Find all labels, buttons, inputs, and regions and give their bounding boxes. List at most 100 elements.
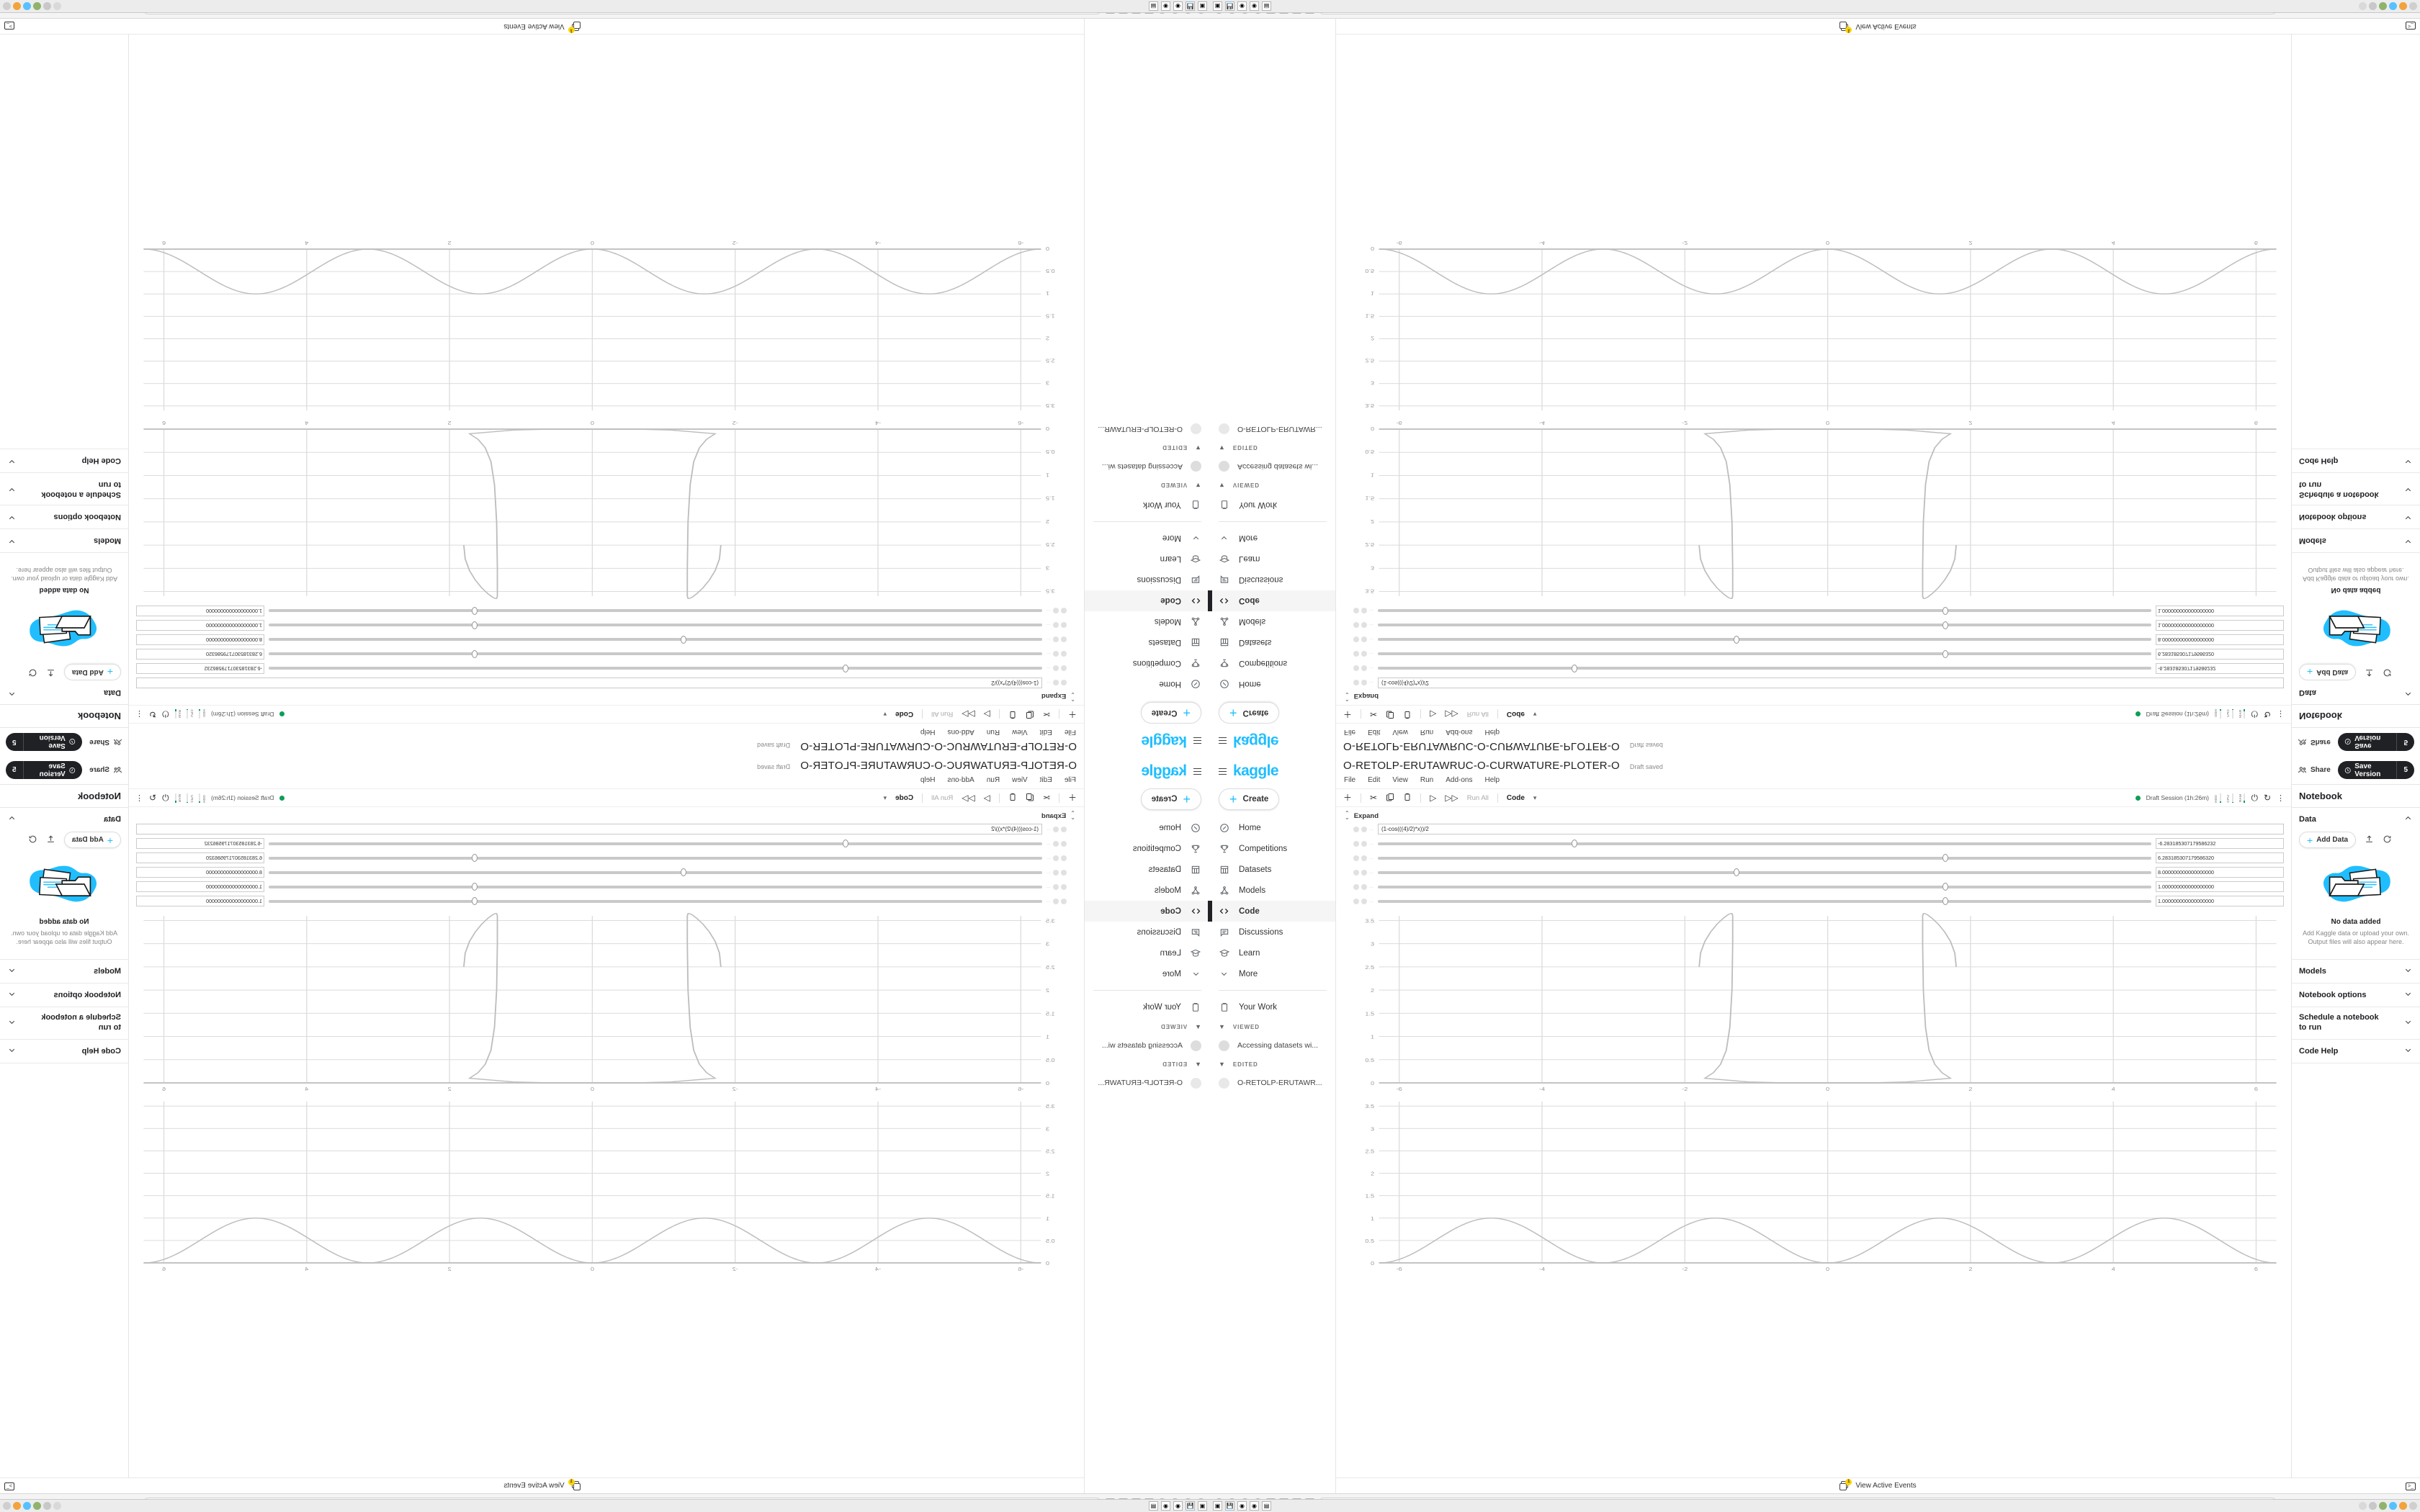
menu-file[interactable]: File bbox=[1064, 728, 1076, 736]
sidebar-item-models[interactable]: Models bbox=[1085, 611, 1210, 632]
sidebar-item-home[interactable]: Home bbox=[1085, 817, 1210, 838]
slider-handle[interactable] bbox=[1571, 664, 1577, 672]
share-button[interactable]: Share bbox=[89, 765, 122, 775]
chevron-down-icon[interactable] bbox=[2403, 535, 2413, 546]
plus-icon[interactable]: ＋ bbox=[1343, 793, 1353, 803]
save-version-button[interactable]: Save Version 5 bbox=[2337, 761, 2414, 779]
widget-row-slider[interactable]: ... 6.283185307179586320 bbox=[1343, 851, 2284, 865]
widget-row-slider[interactable]: ... 1.000000000000000000 bbox=[1343, 603, 2284, 618]
data-section[interactable]: Data + Add Data bbox=[0, 808, 128, 960]
notebook-cell-output[interactable]: ... (1-cos(((4)/2)*x))/2 ... bbox=[1336, 822, 2291, 1493]
sidebar-recent-item[interactable]: O-RETOLP-ERUTAWR... bbox=[1210, 1074, 1335, 1092]
fast-forward-icon[interactable]: ▷▷ bbox=[962, 709, 975, 719]
menu-edit[interactable]: Edit bbox=[1039, 728, 1052, 736]
menu-run[interactable]: Run bbox=[1420, 728, 1434, 736]
left-sidebar[interactable]: kaggle + Create bbox=[1210, 19, 1336, 756]
sidebar-item-code[interactable]: Code bbox=[1210, 590, 1335, 611]
taskbar-item-window[interactable]: ▣ bbox=[1198, 1501, 1207, 1511]
sidebar-item-code[interactable]: Code bbox=[1210, 901, 1335, 922]
clipboard-paste-icon[interactable] bbox=[1008, 793, 1017, 803]
sidebar-item-more[interactable]: More bbox=[1085, 963, 1210, 984]
widget-row-slider[interactable]: ... 8.000000000000000000 bbox=[136, 865, 1077, 880]
sidebar-item-code[interactable]: Code bbox=[1085, 590, 1210, 611]
tray-icon[interactable] bbox=[2389, 1502, 2397, 1510]
menu-add-ons[interactable]: Add-ons bbox=[947, 728, 974, 736]
sidebar-recent-item[interactable]: Accessing datasets wi... bbox=[1085, 1036, 1210, 1055]
fast-forward-icon[interactable]: ▷▷ bbox=[1445, 793, 1458, 803]
sidebar-item-your-work[interactable]: Your Work bbox=[1085, 495, 1210, 516]
save-version-button[interactable]: Save Version 5 bbox=[2337, 733, 2414, 751]
sidebar-item-models[interactable]: Models bbox=[1210, 880, 1335, 901]
clipboard-paste-icon[interactable] bbox=[1008, 709, 1017, 719]
section-notebook-options[interactable]: Notebook options bbox=[2292, 984, 2420, 1008]
kaggle-logo[interactable]: kaggle bbox=[1233, 762, 1279, 779]
os-taskbar[interactable]: ▣ 💾 ◉ ◉ ▤ bbox=[1210, 1499, 2420, 1512]
taskbar-item-save[interactable]: 💾 bbox=[1186, 1, 1195, 11]
active-events-label[interactable]: View Active Events bbox=[503, 1482, 565, 1490]
slider-handle[interactable] bbox=[471, 854, 478, 863]
widget-row-slider[interactable]: ... 1.000000000000000000 bbox=[136, 618, 1077, 632]
section-schedule-notebook[interactable]: Schedule a notebook to run bbox=[0, 1007, 128, 1040]
sidebar-item-more[interactable]: More bbox=[1085, 528, 1210, 549]
cell-type-select[interactable]: Code bbox=[1506, 793, 1525, 802]
notebook-cell-output[interactable]: ... (1-cos(((4)/2)*x))/2 ... bbox=[1336, 19, 2291, 690]
restart-icon[interactable]: ↻ bbox=[149, 709, 157, 719]
taskbar-item-terminal[interactable]: ▤ bbox=[1262, 1501, 1271, 1511]
menu-view[interactable]: View bbox=[1012, 776, 1028, 784]
slider-handle[interactable] bbox=[1942, 883, 1949, 891]
widget-row-slider[interactable]: ... 8.000000000000000000 bbox=[1343, 865, 2284, 880]
widget-row-slider[interactable]: ... 6.283185307179586320 bbox=[136, 851, 1077, 865]
create-button[interactable]: + Create bbox=[1140, 788, 1201, 810]
chevron-up-icon[interactable] bbox=[2403, 687, 2413, 698]
sidebar-group-viewed[interactable]: ▼ VIEWED bbox=[1085, 476, 1210, 495]
refresh-icon[interactable] bbox=[2383, 667, 2392, 678]
clipboard-paste-icon[interactable] bbox=[1403, 709, 1412, 719]
right-sidebar-actions[interactable]: Share Save Version 5 bbox=[2292, 756, 2420, 784]
taskbar-item-firefox[interactable]: ◉ bbox=[1161, 1, 1170, 11]
notebook-toolbar[interactable]: ＋ ✂ bbox=[1336, 705, 2291, 724]
slider-handle[interactable] bbox=[1942, 606, 1949, 615]
section-notebook-options[interactable]: Notebook options bbox=[0, 504, 128, 528]
active-events-bar[interactable]: 1 View Active Events >_ bbox=[1336, 1477, 2420, 1493]
widget-row-formula[interactable]: ... (1-cos(((4)/2)*x))/2 bbox=[1343, 675, 2284, 690]
data-section[interactable]: Data + Add Data bbox=[2292, 552, 2420, 704]
menu-add-ons[interactable]: Add-ons bbox=[1446, 728, 1473, 736]
refresh-icon[interactable] bbox=[2383, 834, 2392, 846]
sidebar-item-code[interactable]: Code bbox=[1085, 901, 1210, 922]
fast-forward-icon[interactable]: ▷▷ bbox=[962, 793, 975, 803]
cell-type-select[interactable]: Code bbox=[895, 793, 914, 802]
notebook-title[interactable]: O-RETOLP-ERUTAWRUC-O-CURWATURE-PLOTER-O bbox=[800, 760, 1077, 772]
widget-row-slider[interactable]: ... -6.283185307179586232 bbox=[1343, 661, 2284, 675]
sidebar-item-datasets[interactable]: Datasets bbox=[1085, 632, 1210, 653]
play-icon[interactable]: ▷ bbox=[983, 793, 990, 803]
slider-frequency[interactable] bbox=[269, 868, 1042, 878]
slider-handle[interactable] bbox=[471, 649, 478, 658]
active-events-label[interactable]: View Active Events bbox=[1855, 22, 1917, 30]
kaggle-logo[interactable]: kaggle bbox=[1142, 762, 1187, 779]
slider-value[interactable]: -6.283185307179586232 bbox=[136, 662, 264, 674]
right-sidebar[interactable]: Share Save Version 5 N bbox=[0, 19, 128, 756]
sidebar-item-discussions[interactable]: Discussions bbox=[1085, 922, 1210, 942]
slider-value[interactable]: 8.000000000000000000 bbox=[136, 867, 264, 878]
section-code-help[interactable]: Code Help bbox=[0, 1039, 128, 1063]
slider-xmax[interactable] bbox=[1378, 853, 2151, 863]
expand-toggle[interactable]: ⌃ ⌄ Expand bbox=[1336, 807, 2291, 822]
section-schedule-notebook[interactable]: Schedule a notebook to run bbox=[2292, 472, 2420, 505]
power-icon[interactable]: ⏻ bbox=[162, 793, 169, 803]
slider-handle[interactable] bbox=[471, 897, 478, 906]
sidebar-header[interactable]: kaggle bbox=[1210, 757, 1335, 783]
scissors-icon[interactable]: ✂ bbox=[1042, 793, 1050, 803]
chevron-down-icon[interactable] bbox=[2403, 989, 2413, 1001]
tray-icon[interactable] bbox=[43, 1502, 51, 1510]
sidebar-item-learn[interactable]: Learn bbox=[1085, 942, 1210, 963]
sidebar-item-your-work[interactable]: Your Work bbox=[1210, 495, 1335, 516]
hamburger-menu-icon[interactable] bbox=[1219, 737, 1227, 744]
widget-row-slider[interactable]: ... -6.283185307179586232 bbox=[136, 837, 1077, 851]
sidebar-item-more[interactable]: More bbox=[1210, 528, 1335, 549]
menu-add-ons[interactable]: Add-ons bbox=[1446, 776, 1473, 784]
active-events-label[interactable]: View Active Events bbox=[1855, 1482, 1917, 1490]
taskbar-item-firefox[interactable]: ◉ bbox=[1161, 1501, 1170, 1511]
slider-handle[interactable] bbox=[680, 635, 686, 644]
widget-row-slider[interactable]: ... 8.000000000000000000 bbox=[136, 632, 1077, 647]
tray-icon[interactable] bbox=[2409, 2, 2417, 10]
